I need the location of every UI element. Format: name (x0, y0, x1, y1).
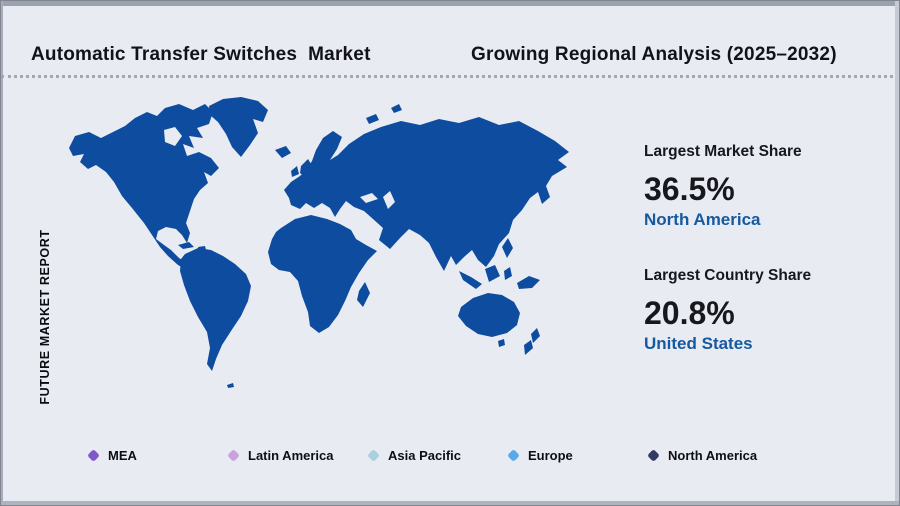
eurasia-landmass (284, 117, 569, 271)
asia-pacific-marker-icon (367, 449, 380, 462)
page-title-analysis: Growing Regional Analysis (2025–2032) (471, 44, 837, 65)
stat-label: Largest Country Share (644, 267, 812, 284)
world-map (69, 97, 569, 388)
stat-largest-market-share: Largest Market Share 36.5% North America (644, 143, 894, 230)
latin-america-marker-icon (227, 449, 240, 462)
legend-item-europe: Europe (507, 448, 649, 463)
stat-label: Largest Market Share (644, 143, 802, 160)
australia-landmass (458, 293, 520, 347)
legend-label: MEA (108, 448, 137, 463)
dotted-divider (1, 75, 899, 78)
stat-region: North America (644, 210, 761, 229)
brand-watermark: FUTURE MARKET REPORT (38, 229, 52, 405)
north-america-marker-icon (647, 449, 660, 462)
southeast-asia-islands (459, 238, 540, 289)
africa-landmass (268, 215, 377, 333)
stat-largest-country-share: Largest Country Share 20.8% United State… (644, 267, 894, 354)
legend-label: Europe (528, 448, 573, 463)
arctic-islands (366, 104, 402, 124)
legend-label: Asia Pacific (388, 448, 461, 463)
legend: MEA Latin America Asia Pacific Europe No… (87, 448, 789, 463)
iceland-landmass (275, 146, 291, 158)
stat-region: United States (644, 334, 753, 353)
mea-marker-icon (87, 449, 100, 462)
north-america-landmass (69, 104, 219, 271)
right-border-strip (895, 1, 899, 505)
legend-label: North America (668, 448, 758, 463)
greenland-landmass (209, 97, 268, 157)
legend-item-latin-america: Latin America (227, 448, 369, 463)
left-border-strip (1, 1, 3, 505)
japan-islands (516, 177, 534, 204)
bottom-border-strip (1, 501, 899, 505)
stats-panel: Largest Market Share 36.5% North America… (644, 143, 894, 354)
stat-value: 20.8% (644, 295, 735, 331)
british-isles (291, 159, 313, 178)
madagascar-landmass (357, 282, 370, 307)
legend-item-asia-pacific: Asia Pacific (367, 448, 509, 463)
stat-value: 36.5% (644, 171, 735, 207)
new-zealand-islands (524, 328, 540, 355)
europe-marker-icon (507, 449, 520, 462)
legend-item-mea: MEA (87, 448, 229, 463)
top-border-strip (1, 1, 899, 6)
south-america-landmass (180, 248, 251, 388)
page-title-market: Automatic Transfer Switches Market (31, 44, 371, 65)
legend-item-north-america: North America (647, 448, 789, 463)
legend-label: Latin America (248, 448, 334, 463)
